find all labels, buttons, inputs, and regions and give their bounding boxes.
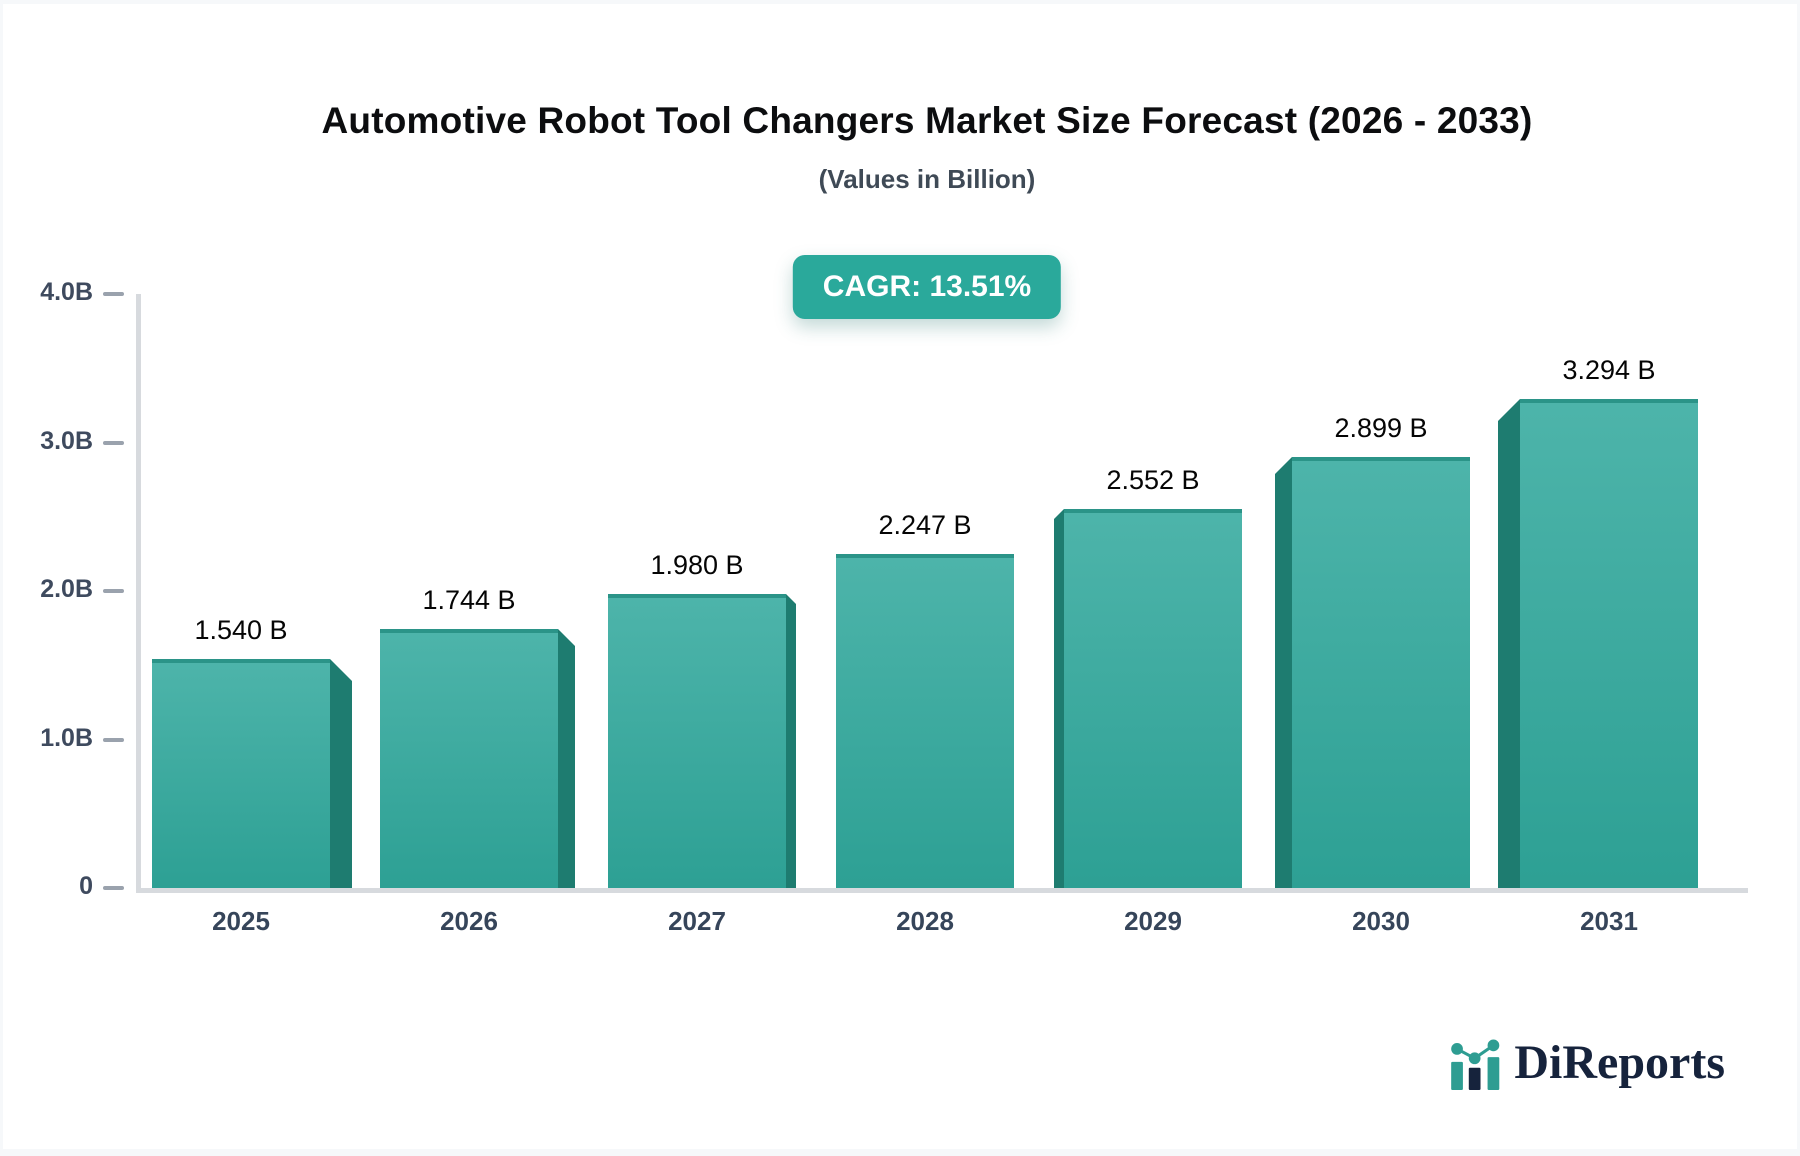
x-axis-line: [136, 888, 1748, 893]
y-axis-tick-label: 2.0B: [40, 575, 93, 603]
bar-side-face: [558, 629, 575, 888]
bar-front-face: [1064, 509, 1242, 888]
x-axis-label: 2027: [668, 906, 726, 936]
x-axis-label: 2030: [1352, 906, 1410, 936]
x-axis-label: 2028: [896, 906, 954, 936]
bar-value-label: 2.899 B: [1334, 413, 1428, 443]
bar-side-face: [1054, 509, 1064, 888]
bar-value-label: 1.540 B: [194, 615, 288, 645]
y-axis-tick-mark: [103, 589, 124, 593]
bar-value-label: 3.294 B: [1562, 355, 1656, 385]
bar-front-face: [836, 554, 1014, 888]
bar-front-face: [1292, 457, 1470, 888]
bar-value-label: 2.247 B: [878, 510, 972, 540]
chart-card: Automotive Robot Tool Changers Market Si…: [3, 4, 1797, 1149]
bar-front-face: [380, 629, 558, 888]
y-axis-tick-mark: [103, 440, 124, 445]
direports-logo: DiReports: [1448, 1036, 1725, 1090]
bar-side-face: [1498, 399, 1520, 888]
plot-area: 0 1.0B 2.0B 3.0B 4.0B 1.540 B 2025 1.744 B 2026 1…: [3, 4, 1797, 1149]
bar-front-face: [1520, 399, 1698, 888]
y-axis-tick-label: 4.0B: [40, 278, 93, 306]
bar-chart-logo-icon: [1451, 1039, 1500, 1090]
x-axis-label: 2031: [1580, 906, 1638, 936]
x-axis-label: 2029: [1124, 906, 1182, 936]
direports-logo-text: DiReports: [1514, 1036, 1725, 1089]
y-axis-tick-label: 1.0B: [40, 723, 93, 752]
y-axis-tick-mark: [103, 886, 124, 890]
y-axis-line: [136, 294, 141, 890]
bar-front-face: [152, 659, 330, 888]
bar-value-label: 1.980 B: [650, 550, 744, 580]
bar-value-label: 2.552 B: [1106, 465, 1200, 495]
y-axis-tick-mark: [103, 292, 124, 296]
y-axis-tick-label: 3.0B: [40, 426, 93, 455]
chart-title: Automotive Robot Tool Changers Market Si…: [321, 100, 1533, 141]
x-axis-label: 2026: [440, 906, 498, 936]
bar-side-face: [330, 659, 352, 888]
chart-header: Automotive Robot Tool Changers Market Si…: [57, 100, 1797, 195]
y-axis-tick-mark: [103, 737, 124, 742]
chart-subtitle: (Values in Billion): [818, 164, 1036, 194]
bar-side-face: [786, 594, 796, 888]
bar-side-face: [1275, 457, 1292, 888]
bar-front-face: [608, 594, 786, 888]
cagr-badge: CAGR: 13.51%: [792, 255, 1062, 319]
y-axis-tick-label: 0: [79, 872, 93, 900]
x-axis-label: 2025: [212, 906, 270, 936]
bar-value-label: 1.744 B: [422, 585, 516, 615]
